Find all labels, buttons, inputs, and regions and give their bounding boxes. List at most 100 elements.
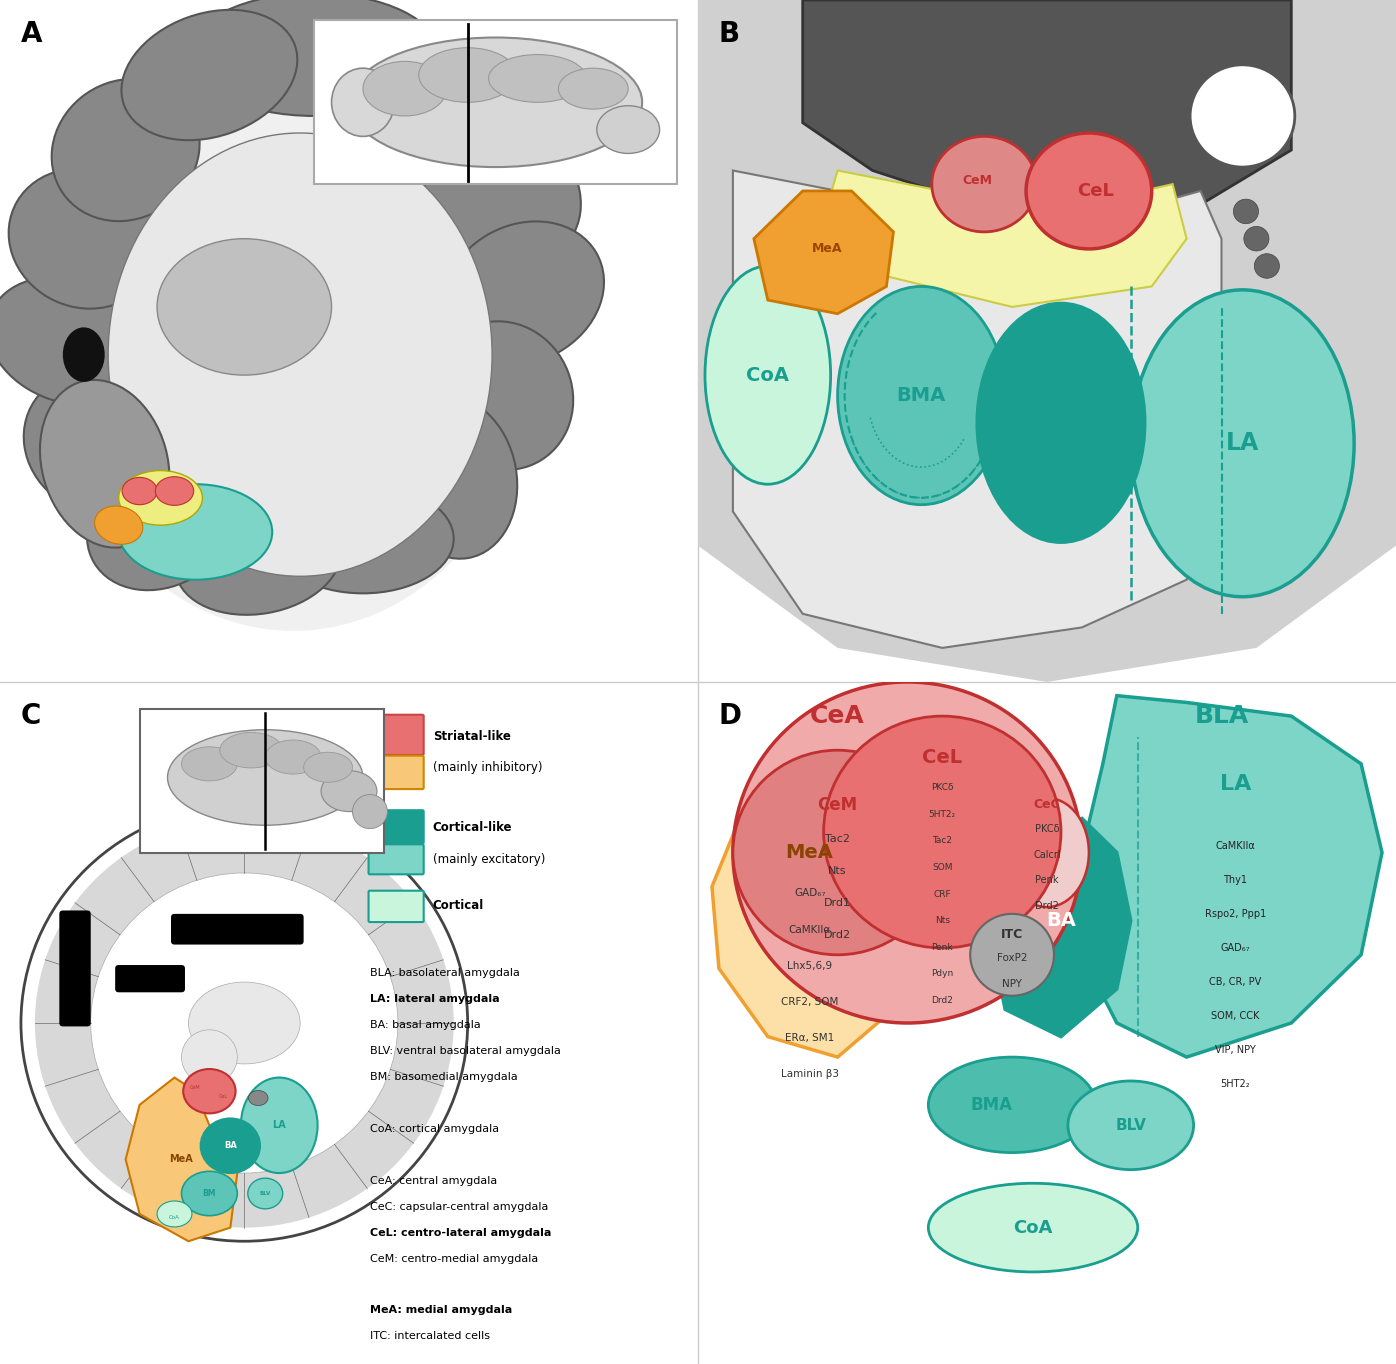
Circle shape: [733, 682, 1082, 1023]
Ellipse shape: [121, 10, 297, 140]
Circle shape: [1189, 64, 1295, 168]
Text: CeL: CeL: [219, 1094, 228, 1099]
Ellipse shape: [87, 460, 235, 591]
Text: Tac2: Tac2: [933, 836, 952, 846]
Circle shape: [35, 818, 454, 1228]
Ellipse shape: [95, 506, 142, 544]
Ellipse shape: [352, 794, 387, 828]
Polygon shape: [824, 170, 1187, 307]
Ellipse shape: [928, 1057, 1096, 1153]
Ellipse shape: [168, 730, 363, 825]
Ellipse shape: [389, 396, 518, 559]
Text: NPY: NPY: [1002, 979, 1022, 989]
Text: ERα, SM1: ERα, SM1: [785, 1033, 835, 1043]
Ellipse shape: [489, 55, 586, 102]
Text: CeL: CeL: [923, 747, 962, 767]
Ellipse shape: [181, 747, 237, 780]
Text: CoA: CoA: [1013, 1218, 1053, 1237]
Text: CRF: CRF: [934, 889, 951, 899]
Text: PKCδ: PKCδ: [1034, 824, 1060, 833]
Text: CaMKIIα: CaMKIIα: [1216, 840, 1255, 851]
Text: Cortical-like: Cortical-like: [433, 821, 512, 833]
Circle shape: [21, 805, 468, 1241]
Ellipse shape: [321, 771, 377, 812]
Ellipse shape: [0, 277, 151, 405]
Polygon shape: [991, 818, 1131, 1037]
Ellipse shape: [119, 471, 202, 525]
Text: LA: LA: [1220, 775, 1251, 794]
Text: CoA: CoA: [747, 366, 789, 385]
Ellipse shape: [181, 1172, 237, 1215]
Ellipse shape: [332, 35, 533, 169]
Text: BLV: BLV: [260, 1191, 271, 1196]
Text: CoA: CoA: [169, 1215, 180, 1219]
Ellipse shape: [119, 484, 272, 580]
Circle shape: [1233, 199, 1258, 224]
Polygon shape: [712, 764, 900, 1057]
Text: MeA: MeA: [169, 1154, 194, 1165]
Text: SOM: SOM: [933, 863, 952, 872]
Text: Thy1: Thy1: [1223, 874, 1248, 885]
Ellipse shape: [156, 1200, 193, 1228]
Text: Cortical: Cortical: [433, 899, 484, 913]
Text: Lhx5,6,9: Lhx5,6,9: [787, 960, 832, 971]
Text: Nts: Nts: [828, 866, 847, 876]
FancyBboxPatch shape: [314, 20, 677, 184]
Text: CaMKIIα: CaMKIIα: [789, 925, 831, 934]
Text: MeA: MeA: [812, 243, 842, 255]
Text: CeM: CeM: [962, 175, 993, 187]
Text: CRF2, SOM: CRF2, SOM: [780, 997, 839, 1007]
Text: Drd2: Drd2: [1034, 902, 1060, 911]
Ellipse shape: [304, 753, 352, 783]
Ellipse shape: [40, 381, 169, 547]
Polygon shape: [1082, 696, 1382, 1057]
Ellipse shape: [1005, 798, 1089, 907]
Text: Rspo2, Ppp1: Rspo2, Ppp1: [1205, 908, 1266, 919]
Ellipse shape: [265, 739, 321, 773]
Text: Penk: Penk: [931, 943, 953, 952]
Text: Drd1: Drd1: [824, 898, 852, 908]
FancyBboxPatch shape: [59, 911, 91, 1026]
Text: BM: basomedial amygdala: BM: basomedial amygdala: [370, 1072, 518, 1082]
Text: Pdyn: Pdyn: [931, 970, 953, 978]
Ellipse shape: [970, 914, 1054, 996]
Ellipse shape: [838, 286, 1005, 505]
Text: CeL: centro-lateral amygdala: CeL: centro-lateral amygdala: [370, 1228, 551, 1237]
Text: BA: BA: [223, 1142, 237, 1150]
Ellipse shape: [49, 52, 537, 630]
Text: CeM: centro-medial amygdala: CeM: centro-medial amygdala: [370, 1254, 539, 1263]
Ellipse shape: [155, 476, 194, 505]
Circle shape: [733, 750, 942, 955]
Text: Tac2: Tac2: [825, 833, 850, 844]
Text: CeM: CeM: [190, 1086, 201, 1090]
Ellipse shape: [977, 304, 1145, 543]
Ellipse shape: [1068, 1080, 1194, 1169]
Text: BA: BA: [1046, 911, 1076, 930]
Ellipse shape: [24, 372, 172, 514]
FancyBboxPatch shape: [369, 810, 424, 843]
FancyBboxPatch shape: [140, 709, 384, 852]
Circle shape: [824, 716, 1061, 948]
Text: Drd2: Drd2: [931, 996, 953, 1005]
Ellipse shape: [596, 106, 659, 153]
FancyBboxPatch shape: [369, 715, 424, 756]
Text: Nts: Nts: [935, 917, 949, 925]
Text: BMA: BMA: [970, 1095, 1012, 1114]
Ellipse shape: [63, 327, 105, 382]
Text: (mainly inhibitory): (mainly inhibitory): [433, 761, 542, 773]
Ellipse shape: [928, 1183, 1138, 1271]
Text: CeL: CeL: [1078, 181, 1114, 201]
Text: CoA: cortical amygdala: CoA: cortical amygdala: [370, 1124, 498, 1133]
Ellipse shape: [363, 61, 447, 116]
Ellipse shape: [247, 1178, 282, 1209]
Text: (mainly excitatory): (mainly excitatory): [433, 852, 544, 866]
Text: B: B: [719, 20, 740, 49]
Polygon shape: [126, 1078, 237, 1241]
Text: FoxP2: FoxP2: [997, 953, 1027, 963]
Text: Striatal-like: Striatal-like: [433, 730, 511, 743]
Text: PKCδ: PKCδ: [931, 783, 953, 792]
Ellipse shape: [443, 221, 604, 366]
Text: Penk: Penk: [1036, 876, 1058, 885]
Text: 5HT2₂: 5HT2₂: [928, 810, 956, 818]
Polygon shape: [803, 0, 1291, 218]
